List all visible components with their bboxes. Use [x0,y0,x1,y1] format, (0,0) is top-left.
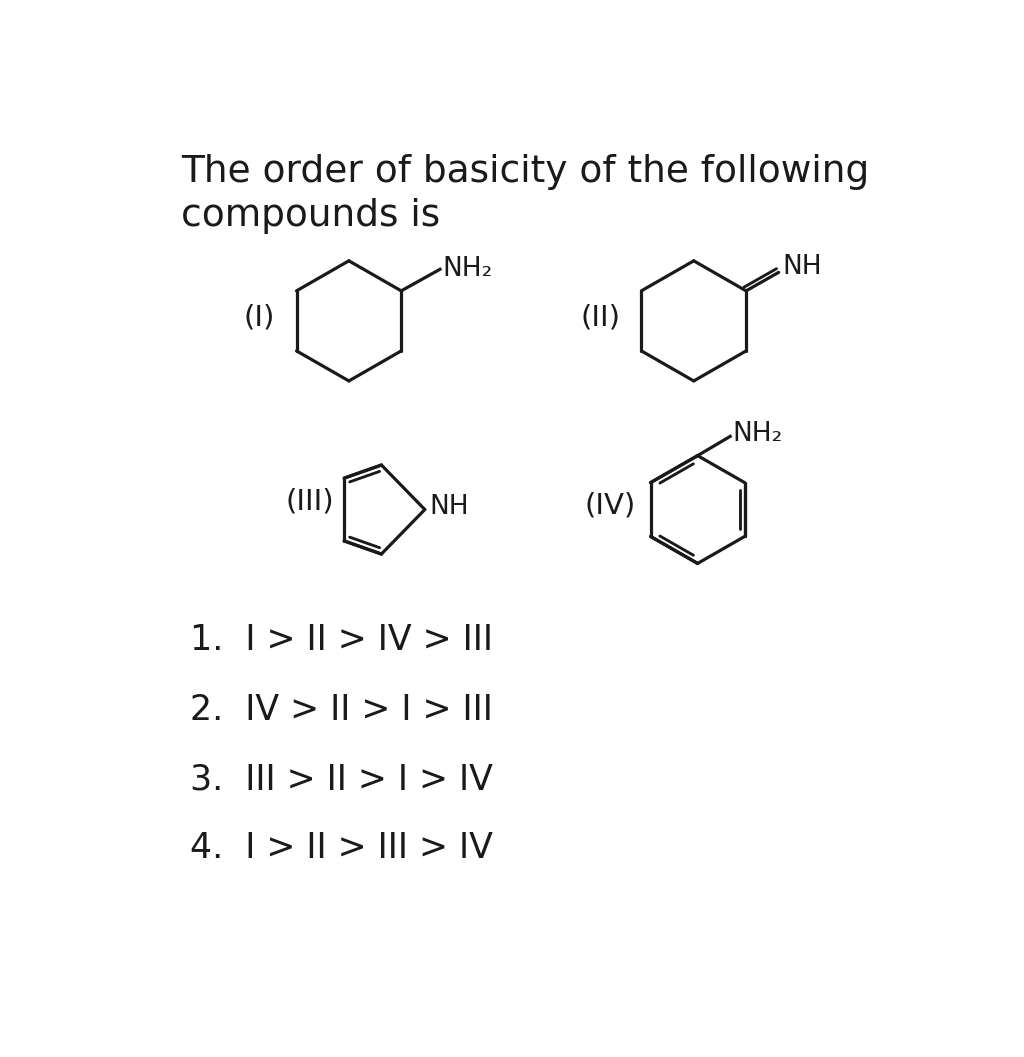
Text: 4.  I > II > III > IV: 4. I > II > III > IV [190,831,493,866]
Text: 1.  I > II > IV > III: 1. I > II > IV > III [190,624,493,657]
Text: (II): (II) [581,303,621,331]
Text: 2.  IV > II > I > III: 2. IV > II > I > III [190,692,493,727]
Text: NH: NH [429,495,469,520]
Text: 3.  III > II > I > IV: 3. III > II > I > IV [190,762,493,796]
Text: The order of basicity of the following: The order of basicity of the following [180,153,869,190]
Text: NH₂: NH₂ [442,256,493,281]
Text: (I): (I) [244,303,274,331]
Text: NH: NH [782,254,822,280]
Text: (III): (III) [285,488,334,516]
Text: (IV): (IV) [585,492,636,520]
Text: NH₂: NH₂ [732,421,782,447]
Text: compounds is: compounds is [180,198,440,234]
